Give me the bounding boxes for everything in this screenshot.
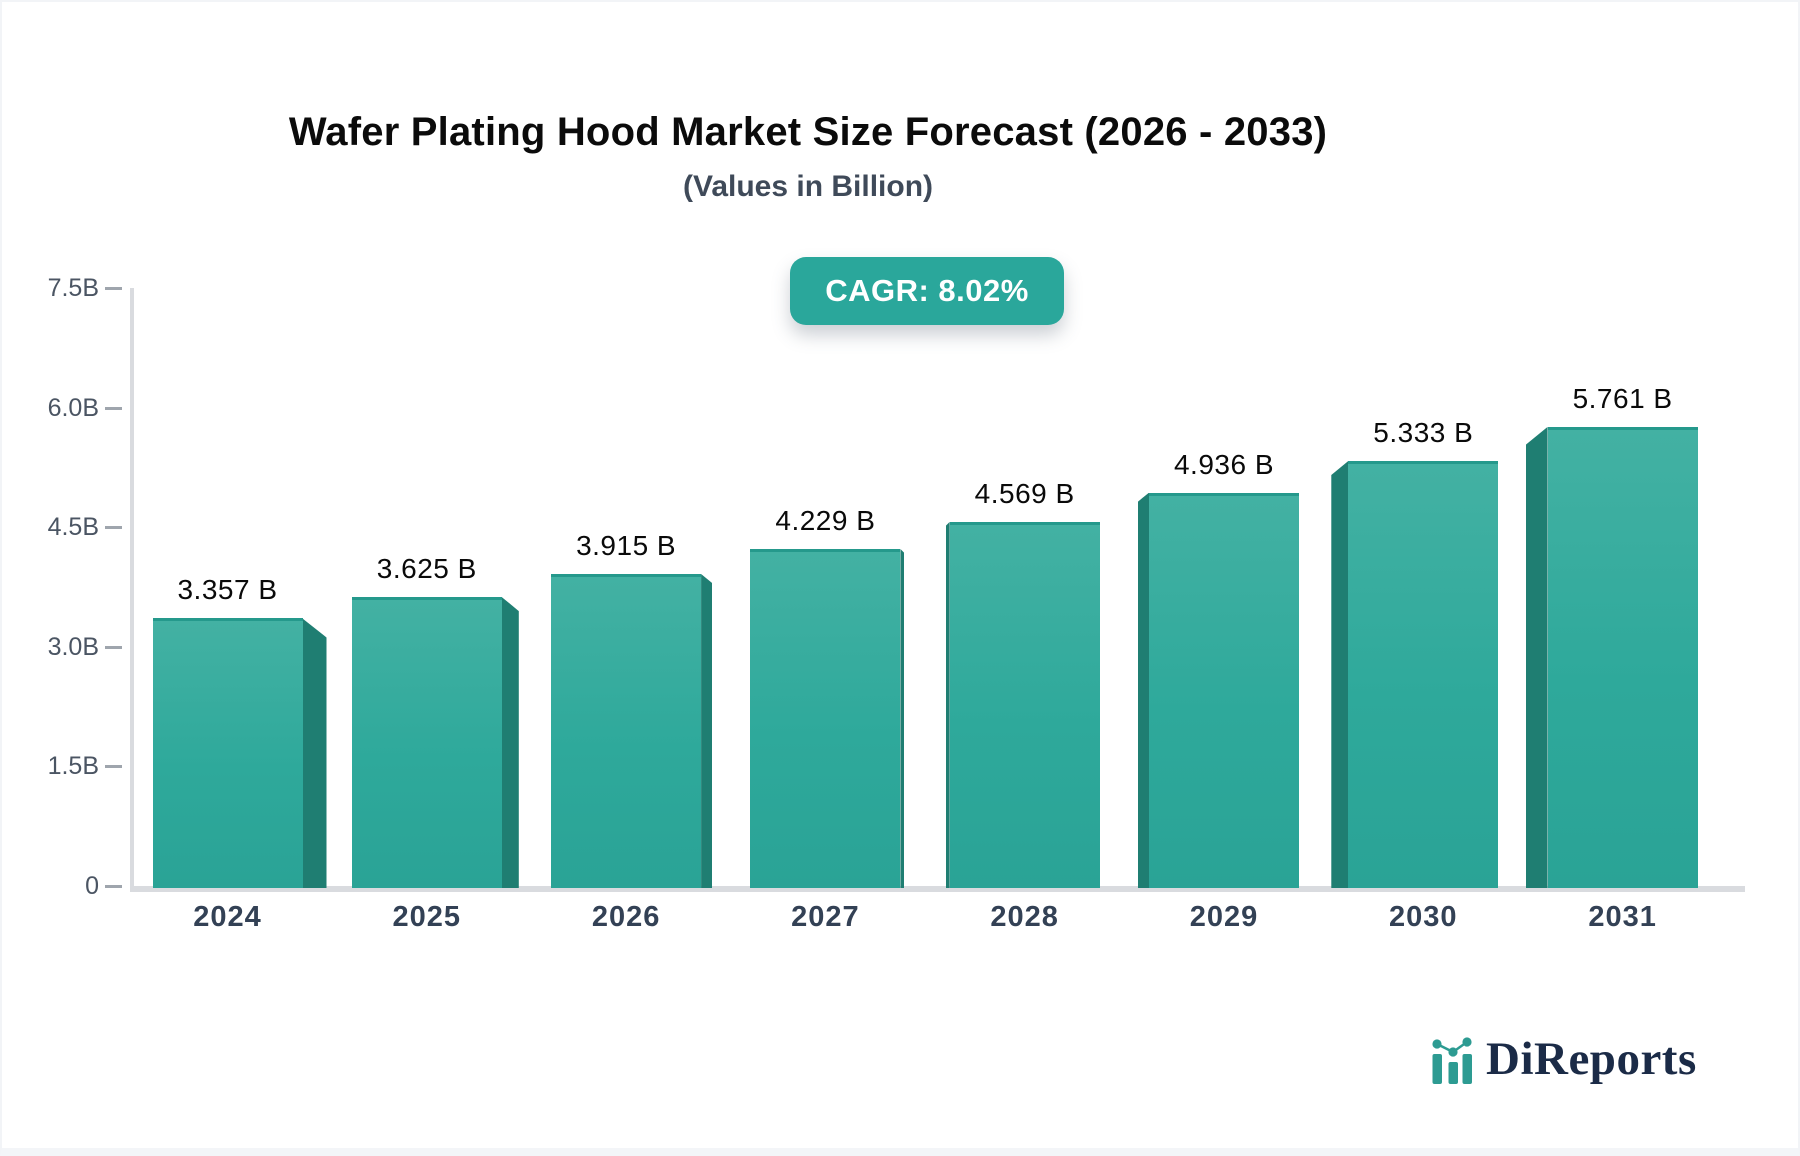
bar-2028[interactable]	[949, 521, 1100, 888]
bar-value-label-2026: 3.915 B	[576, 529, 677, 561]
bar-side-2030	[1331, 460, 1349, 888]
bar-side-2024	[302, 618, 327, 888]
bar-side-2025	[501, 597, 519, 888]
y-axis-tick-label-3.0B: 3.0B	[47, 632, 99, 661]
bar-value-label-2031: 5.761 B	[1572, 382, 1673, 414]
chart-subtitle: (Values in Billion)	[682, 170, 934, 203]
x-axis-label-2025: 2025	[392, 901, 462, 933]
brand-logo: DiReports	[1430, 1034, 1697, 1084]
x-axis-label-2027: 2027	[791, 901, 860, 933]
y-axis-tick-label-0: 0	[85, 872, 99, 900]
y-axis-tick-mark	[105, 526, 122, 530]
y-axis-tick-mark	[105, 765, 122, 769]
bar-side-2027	[900, 548, 905, 888]
bar-side-2028	[945, 521, 950, 888]
cagr-badge: CAGR: 8.02%	[790, 257, 1064, 325]
y-axis-tick-label-4.5B: 4.5B	[47, 513, 99, 542]
x-axis-label-2031: 2031	[1588, 901, 1657, 933]
bar-value-label-2025: 3.625 B	[376, 553, 477, 585]
x-axis-label-2024: 2024	[193, 901, 262, 933]
y-axis-tick-mark	[105, 287, 122, 291]
y-axis-tick-mark	[105, 406, 122, 410]
bar-side-2029	[1138, 492, 1149, 888]
chart-title: Wafer Plating Hood Market Size Forecast …	[288, 110, 1328, 154]
x-axis-label-2030: 2030	[1389, 901, 1458, 933]
x-axis-line	[130, 886, 1745, 892]
bar-side-2026	[701, 573, 713, 888]
bar-value-label-2030: 5.333 B	[1373, 416, 1474, 448]
y-axis-tick-label-1.5B: 1.5B	[47, 752, 99, 781]
bar-2024[interactable]	[152, 618, 303, 888]
y-axis-tick-mark	[105, 885, 122, 888]
bar-2027[interactable]	[750, 548, 901, 888]
bar-2026[interactable]	[551, 573, 702, 888]
bar-value-label-2027: 4.229 B	[775, 504, 876, 536]
bar-side-2031	[1525, 426, 1548, 888]
y-axis-tick-label-7.5B: 7.5B	[47, 274, 99, 303]
x-axis-label-2028: 2028	[990, 901, 1059, 933]
bar-2031[interactable]	[1547, 426, 1698, 888]
y-axis-line	[130, 288, 134, 892]
bar-2030[interactable]	[1348, 460, 1499, 888]
direports-logo-icon	[1432, 1037, 1472, 1084]
bar-2025[interactable]	[351, 597, 502, 888]
bar-value-label-2024: 3.357 B	[177, 574, 278, 606]
x-axis-label-2026: 2026	[591, 901, 661, 933]
bar-value-label-2028: 4.569 B	[974, 477, 1075, 509]
bar-2029[interactable]	[1149, 492, 1299, 888]
brand-name: DiReports	[1486, 1033, 1697, 1085]
x-axis-label-2029: 2029	[1189, 901, 1259, 933]
y-axis-tick-label-6.0B: 6.0B	[47, 393, 99, 422]
cagr-badge-label: CAGR: 8.02%	[825, 273, 1029, 308]
bar-value-label-2029: 4.936 B	[1173, 448, 1275, 480]
y-axis-tick-mark	[105, 645, 122, 649]
